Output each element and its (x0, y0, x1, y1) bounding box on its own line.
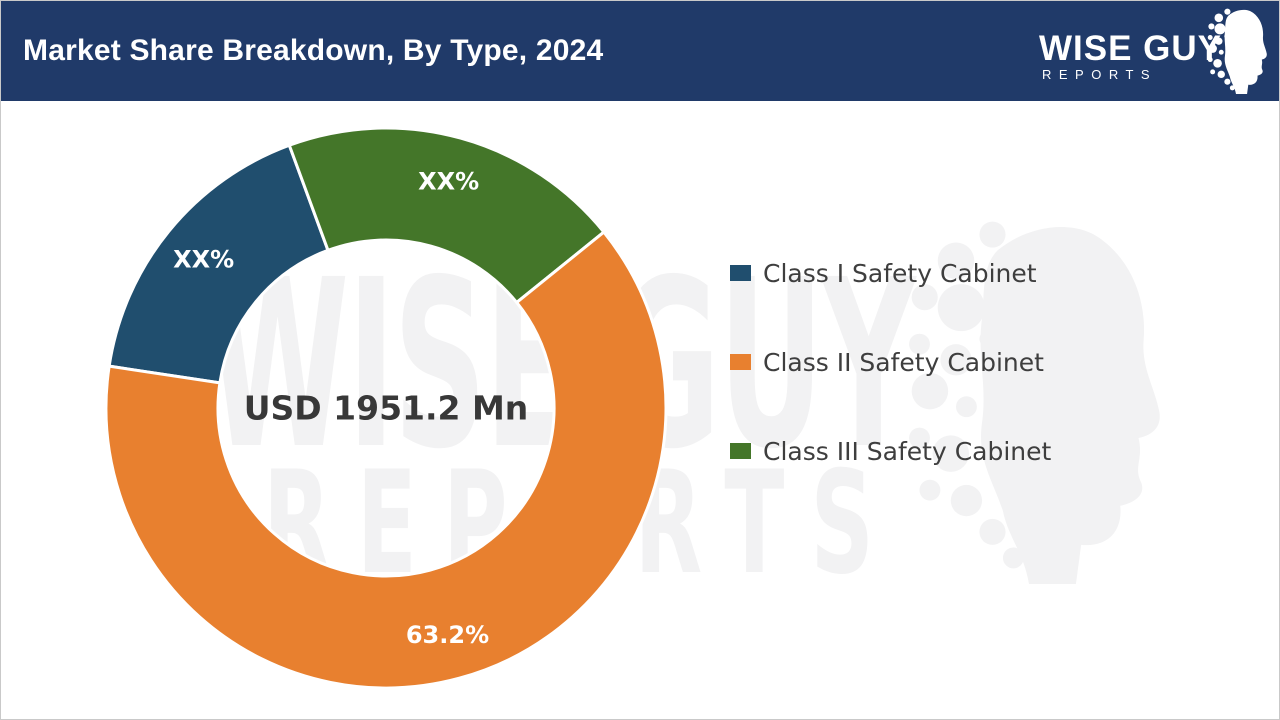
slice-percentage-label-1: XX% (173, 245, 234, 273)
donut-slice-3 (287, 126, 606, 304)
legend-color-swatch (730, 354, 751, 370)
slice-percentage-label-3: XX% (418, 167, 479, 195)
brand-logo: WISE GUY REPORTS (1015, 1, 1267, 101)
chart-center-value: USD 1951.2 Mn (243, 388, 529, 428)
legend-label: Class I Safety Cabinet (763, 258, 1037, 288)
chart-legend: Class I Safety Cabinet Class II Safety Ca… (730, 256, 1051, 523)
legend-item-1: Class I Safety Cabinet (730, 256, 1051, 290)
logo-head-icon (1207, 8, 1267, 94)
donut-chart: XX% XX% 63.2% (104, 126, 668, 690)
chart-area: WISE GUY REPORTS XX%XX%63.2% USD 1951.2 … (1, 101, 1279, 719)
header-bar: Market Share Breakdown, By Type, 2024 WI… (1, 1, 1279, 101)
watermark-head-icon (909, 221, 1160, 584)
legend-item-3: Class III Safety Cabinet (730, 434, 1051, 468)
legend-label: Class III Safety Cabinet (763, 436, 1052, 466)
logo-wordmark: WISE GUY (1039, 29, 1223, 68)
page-title: Market Share Breakdown, By Type, 2024 (23, 34, 604, 67)
legend-label: Class II Safety Cabinet (763, 347, 1044, 377)
donut-slice-2 (104, 230, 668, 690)
logo-subtext: REPORTS (1042, 67, 1158, 82)
donut-slice-1 (107, 143, 330, 385)
slice-percentage-label-2: 63.2% (406, 621, 489, 649)
legend-color-swatch (730, 265, 751, 281)
legend-item-2: Class II Safety Cabinet (730, 345, 1051, 379)
legend-color-swatch (730, 443, 751, 459)
